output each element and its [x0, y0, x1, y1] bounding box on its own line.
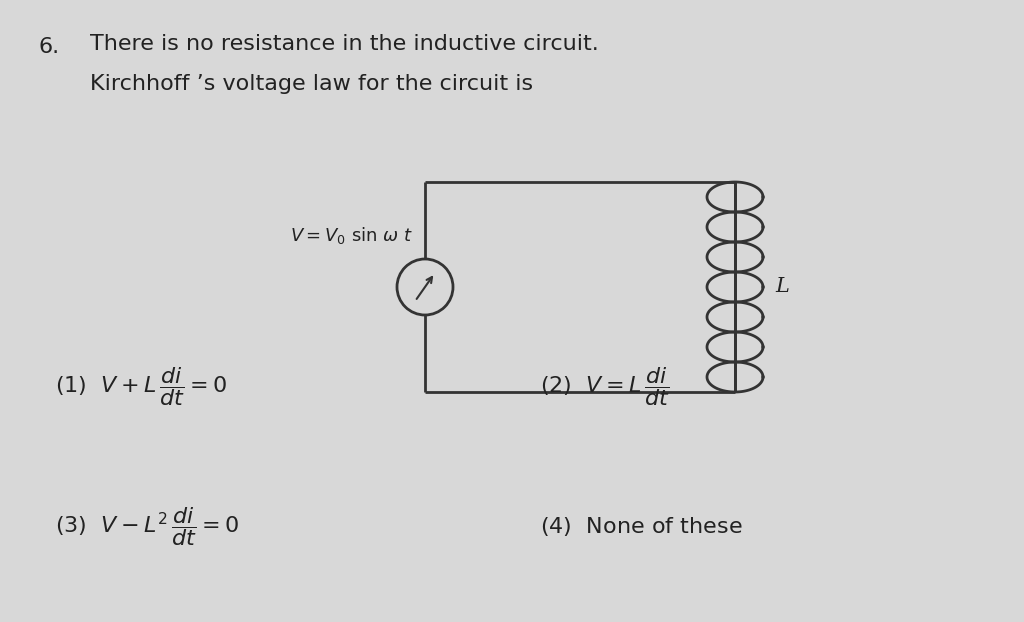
Text: L: L: [775, 277, 788, 297]
Text: There is no resistance in the inductive circuit.: There is no resistance in the inductive …: [90, 34, 599, 54]
Text: Kirchhoff ’s voltage law for the circuit is: Kirchhoff ’s voltage law for the circuit…: [90, 74, 534, 94]
Text: $(3)\ \ V - L^2\,\dfrac{di}{dt} = 0$: $(3)\ \ V - L^2\,\dfrac{di}{dt} = 0$: [55, 506, 240, 549]
Text: $(1)\ \ V + L\,\dfrac{di}{dt} = 0$: $(1)\ \ V + L\,\dfrac{di}{dt} = 0$: [55, 366, 227, 409]
Text: $V = V_0\ \mathrm{sin}\ \omega\ t$: $V = V_0\ \mathrm{sin}\ \omega\ t$: [290, 225, 413, 246]
Text: $(2)\ \ V = L\,\dfrac{di}{dt}$: $(2)\ \ V = L\,\dfrac{di}{dt}$: [540, 366, 670, 409]
Text: $(4)\ \ \mathrm{None\ of\ these}$: $(4)\ \ \mathrm{None\ of\ these}$: [540, 516, 742, 539]
Text: 6.: 6.: [38, 37, 59, 57]
Circle shape: [397, 259, 453, 315]
